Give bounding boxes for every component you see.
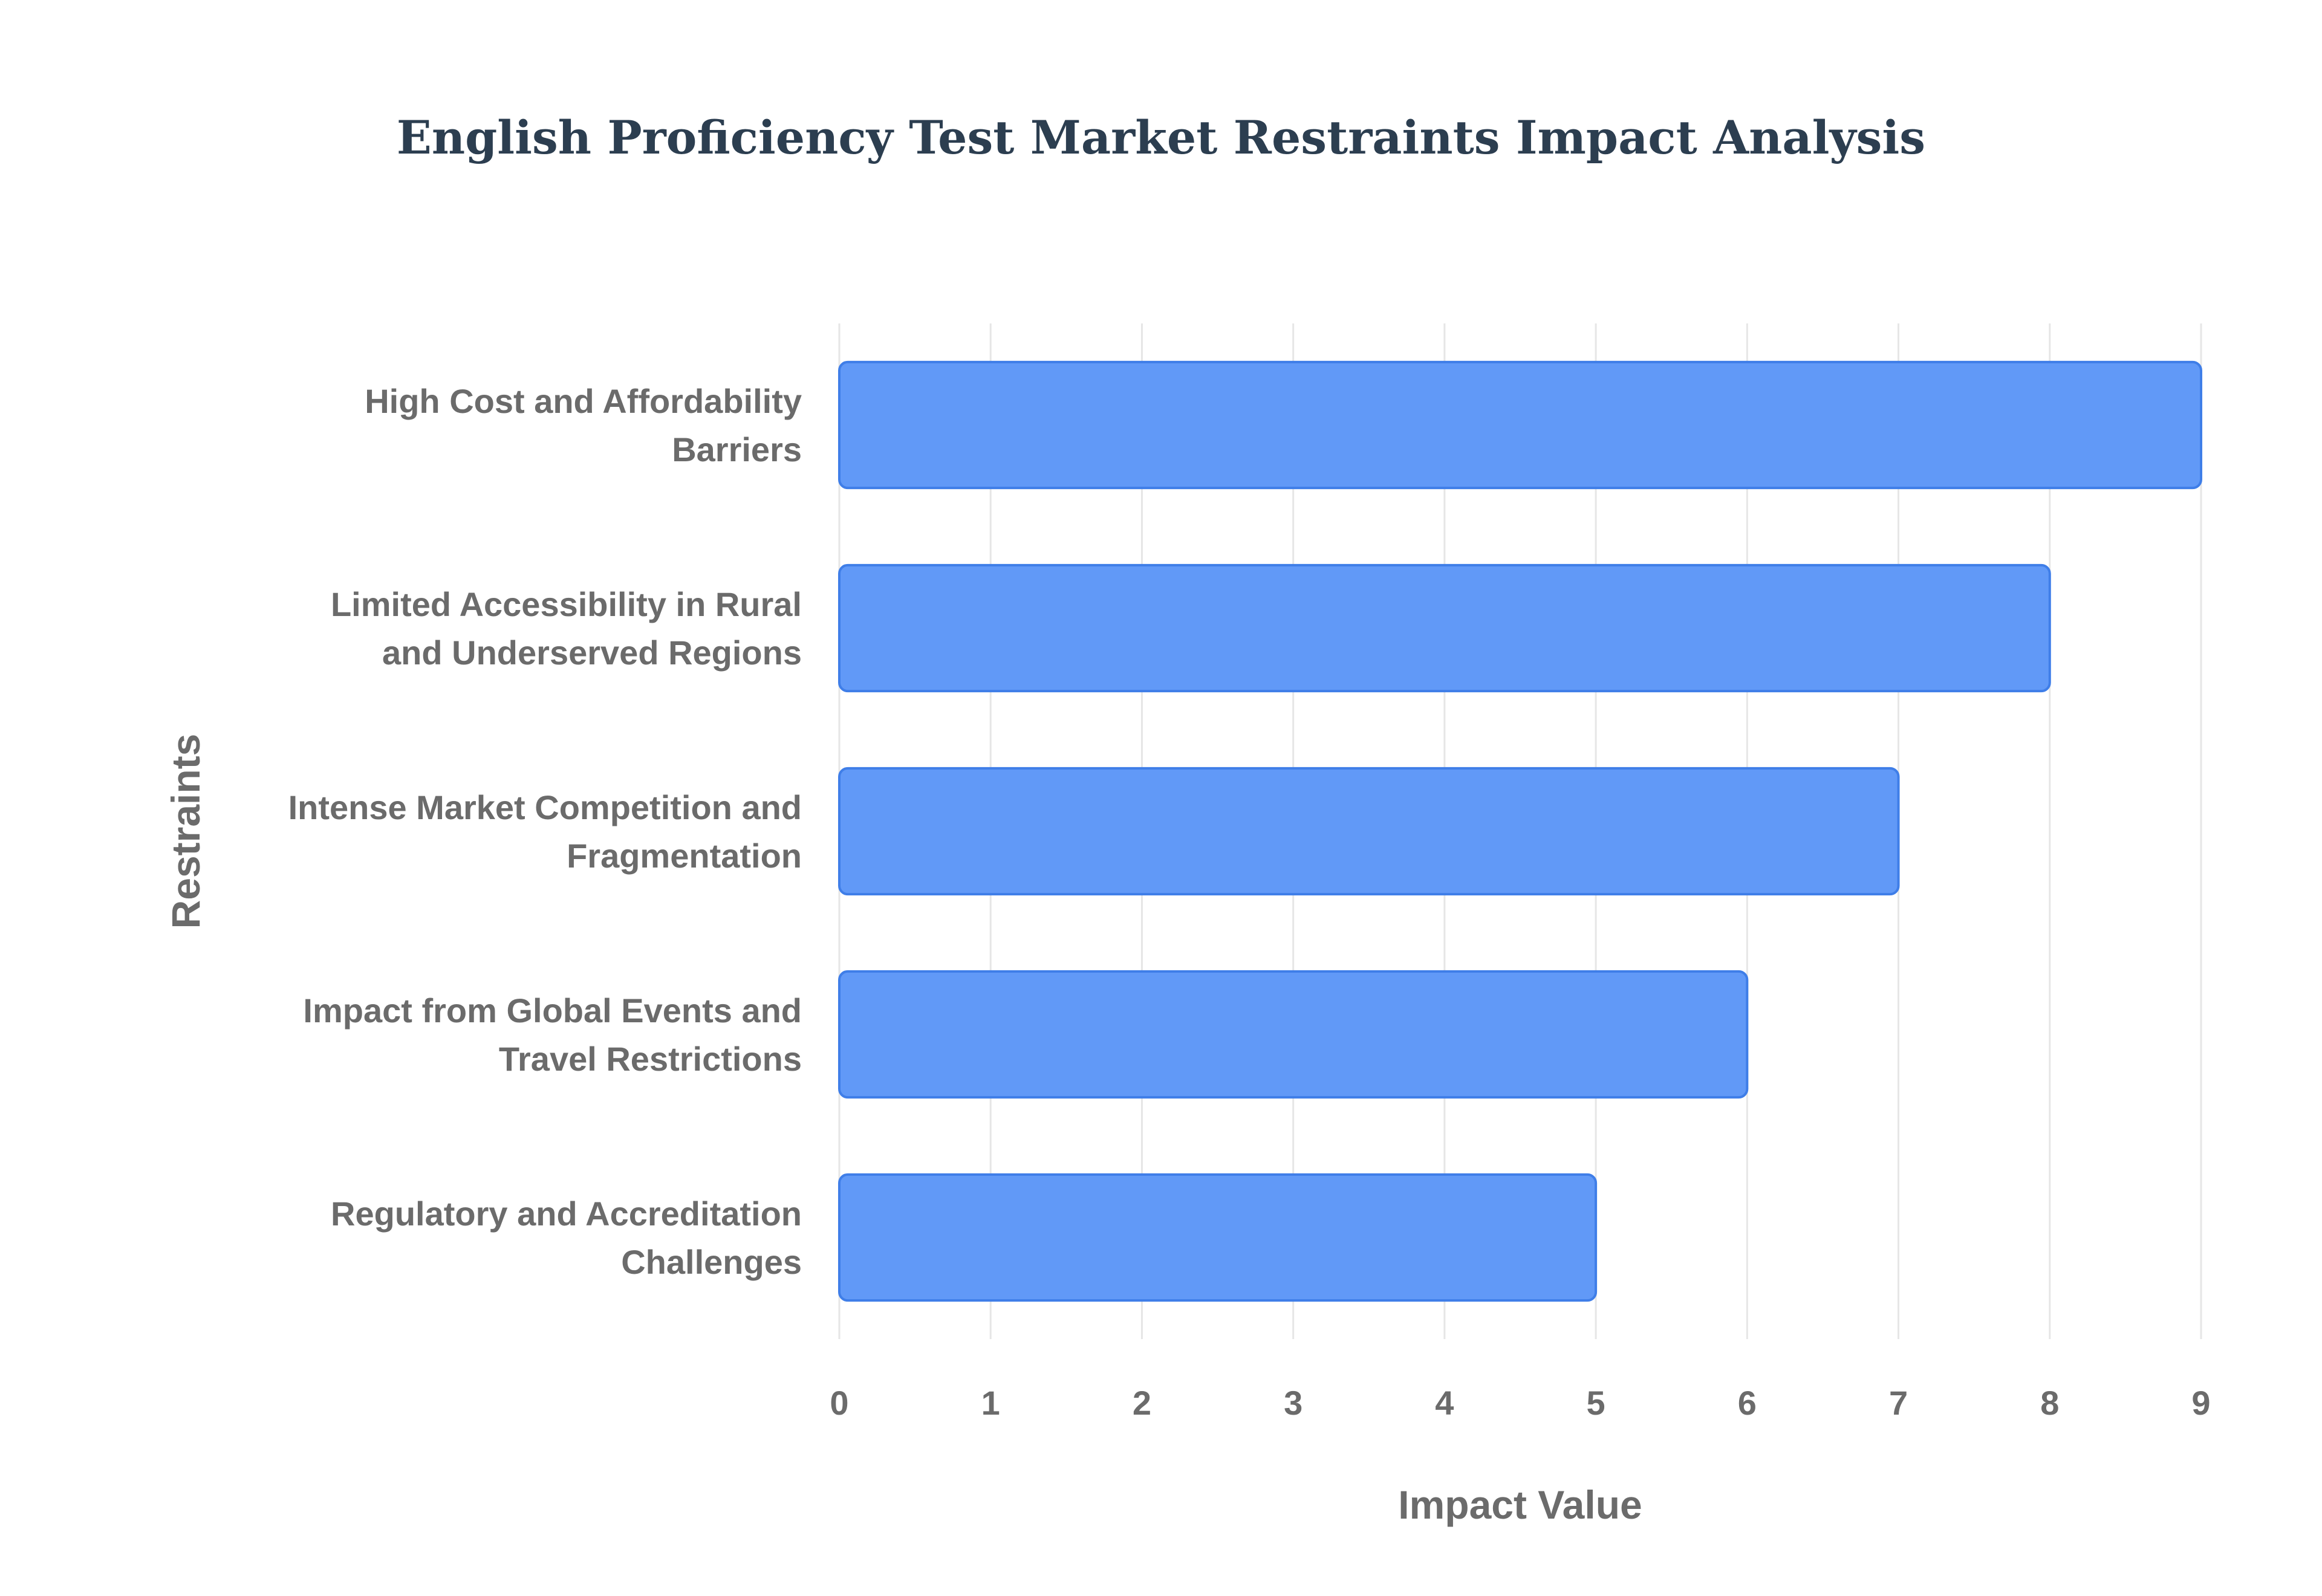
y-category-line: Limited Accessibility in Rural	[331, 585, 802, 623]
x-tick-label-6: 6	[1738, 1384, 1757, 1422]
y-category-line: and Underserved Regions	[382, 634, 802, 672]
x-tick-label-4: 4	[1435, 1384, 1454, 1422]
y-category-line: High Cost and Affordability	[365, 382, 802, 420]
y-axis-categories: High Cost and Affordability Barriers Limit…	[288, 382, 802, 1281]
x-axis-ticks: 0 1 2 3 4 5 6 7 8 9	[830, 1384, 2210, 1422]
y-category-line: Fragmentation	[567, 837, 802, 875]
bar-0	[838, 360, 2202, 490]
bar-2	[838, 767, 1900, 896]
x-tick-label-7: 7	[1889, 1384, 1908, 1422]
y-category-label-3: Impact from Global Events and Travel Rest…	[303, 991, 802, 1078]
bar-4	[838, 1173, 1598, 1302]
y-category-label-2: Intense Market Competition and Fragmentat…	[288, 788, 802, 875]
y-category-line: Challenges	[621, 1243, 802, 1281]
y-category-label-1: Limited Accessibility in Rural and Unders…	[331, 585, 802, 672]
y-category-line: Intense Market Competition and	[288, 788, 802, 826]
bar-3	[838, 970, 1749, 1099]
x-tick-label-5: 5	[1587, 1384, 1605, 1422]
x-tick-label-3: 3	[1284, 1384, 1302, 1422]
x-tick-label-8: 8	[2040, 1384, 2059, 1422]
y-category-line: Regulatory and Accreditation	[331, 1195, 802, 1233]
x-tick-label-2: 2	[1133, 1384, 1151, 1422]
x-tick-label-0: 0	[830, 1384, 848, 1422]
bar-1	[838, 563, 2051, 693]
y-category-label-0: High Cost and Affordability Barriers	[365, 382, 802, 469]
x-axis-title: Impact Value	[1398, 1482, 1642, 1527]
chart-title: English Proficiency Test Market Restrain…	[397, 111, 1925, 164]
y-category-line: Travel Restrictions	[499, 1040, 802, 1078]
y-category-line: Barriers	[672, 430, 802, 469]
y-axis-title: Restraints	[163, 734, 208, 929]
bars	[838, 360, 2202, 1302]
y-category-line: Impact from Global Events and	[303, 991, 802, 1030]
y-category-label-4: Regulatory and Accreditation Challenges	[331, 1195, 802, 1281]
x-tick-label-1: 1	[981, 1384, 1000, 1422]
x-tick-label-9: 9	[2191, 1384, 2210, 1422]
